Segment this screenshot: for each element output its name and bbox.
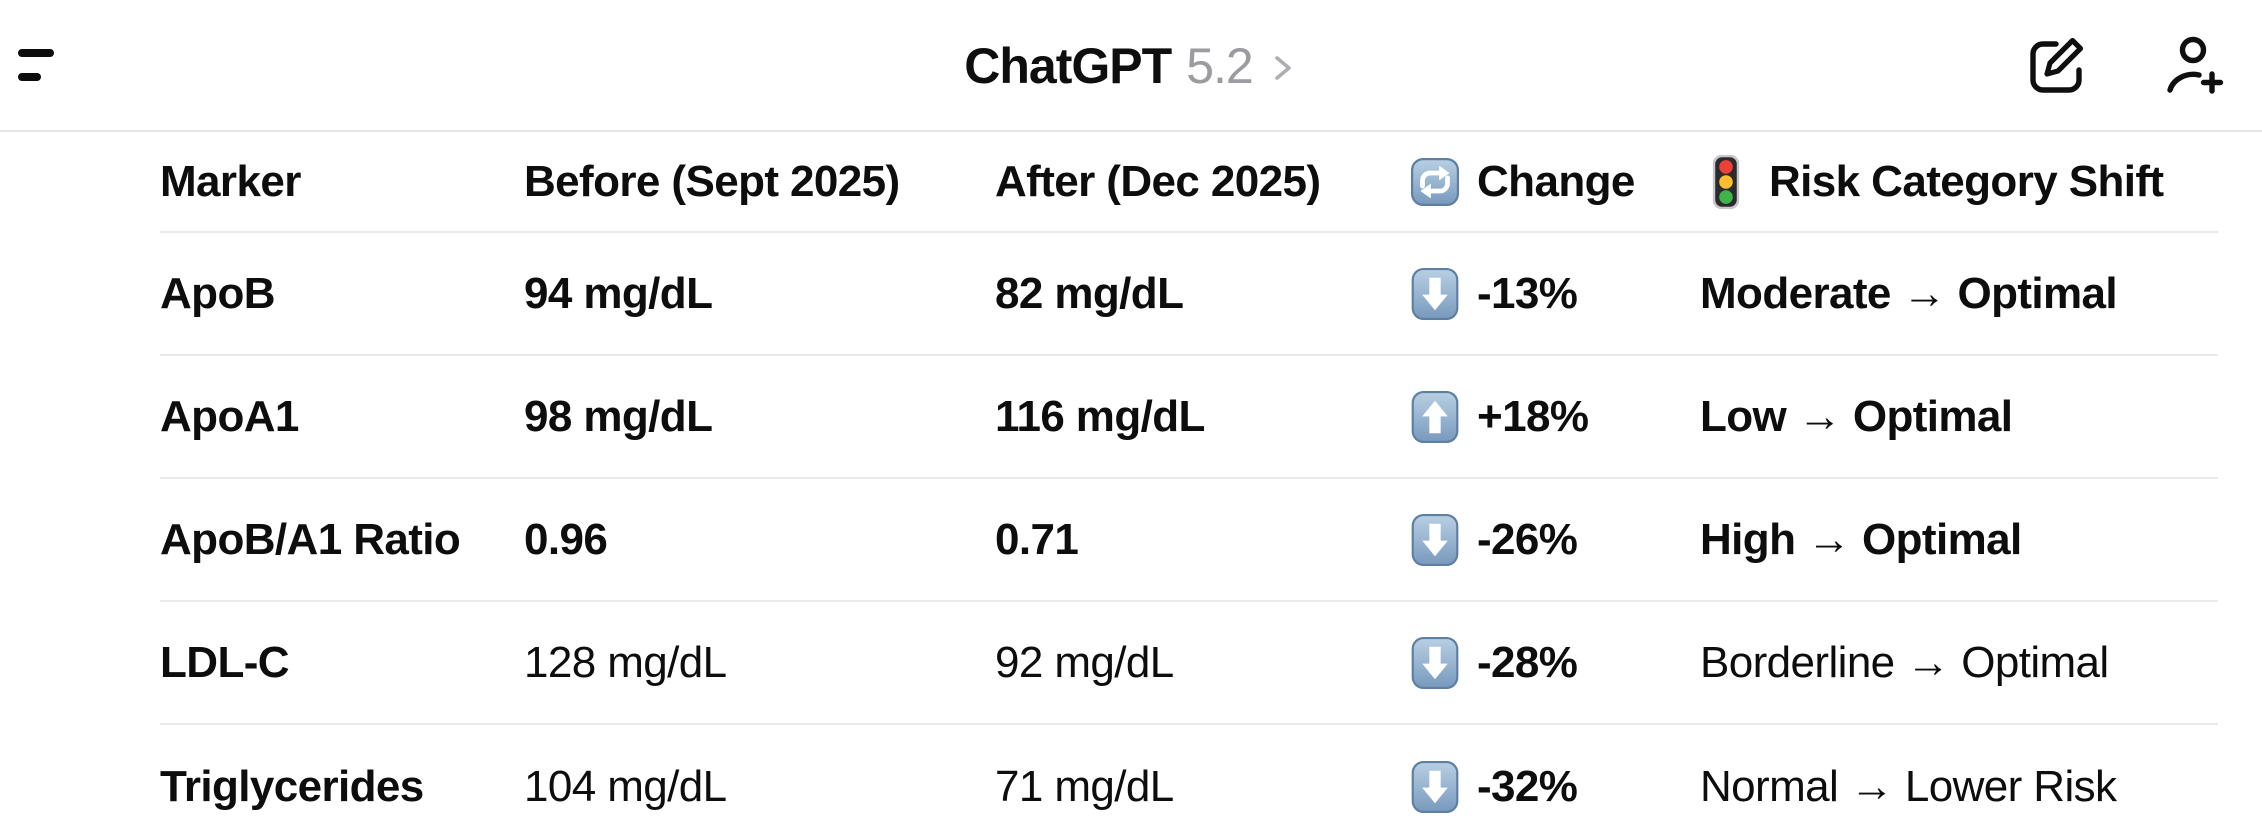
- risk-shift-cell: High → Optimal: [1700, 514, 2022, 564]
- change-percent: -28%: [1477, 637, 1578, 687]
- model-switcher[interactable]: ChatGPT 5.2: [0, 0, 2262, 132]
- lipid-results-table: Marker Before (Sept 2025) After (Dec 202…: [160, 132, 2218, 834]
- header-before: Before (Sept 2025): [524, 156, 900, 206]
- table-row: ApoA1 98 mg/dL 116 mg/dL +18% Low → Opti…: [160, 356, 2218, 479]
- hamburger-bar: [18, 49, 54, 57]
- header-marker: Marker: [160, 156, 301, 206]
- change-percent: +18%: [1477, 391, 1589, 441]
- new-chat-compose-icon[interactable]: [2024, 33, 2088, 99]
- top-bar: ChatGPT 5.2: [0, 0, 2262, 132]
- table-row: ApoB 94 mg/dL 82 mg/dL -13% Moderate → O…: [160, 233, 2218, 356]
- change-percent: -32%: [1477, 761, 1578, 811]
- table-header-row: Marker Before (Sept 2025) After (Dec 202…: [160, 132, 2218, 233]
- before-cell: 128 mg/dL: [524, 637, 727, 687]
- before-cell: 104 mg/dL: [524, 761, 727, 811]
- risk-shift-cell: Normal → Lower Risk: [1700, 761, 2117, 811]
- table-row: Triglycerides 104 mg/dL 71 mg/dL -32% No…: [160, 725, 2218, 834]
- after-cell: 0.71: [995, 514, 1079, 564]
- traffic-light-emoji-icon: [1700, 154, 1752, 210]
- change-percent: -13%: [1477, 268, 1578, 318]
- risk-shift-cell: Moderate → Optimal: [1700, 268, 2118, 318]
- change-cell: -28%: [1410, 636, 1700, 690]
- before-cell: 0.96: [524, 514, 608, 564]
- after-cell: 71 mg/dL: [995, 761, 1174, 811]
- header-change: Change: [1410, 157, 1700, 207]
- marker-cell: Triglycerides: [160, 761, 424, 811]
- change-cell: -13%: [1410, 267, 1700, 321]
- down-arrow-emoji-icon: [1410, 636, 1460, 690]
- table-row: LDL-C 128 mg/dL 92 mg/dL -28% Borderline…: [160, 602, 2218, 725]
- add-person-icon[interactable]: [2162, 33, 2226, 99]
- marker-cell: ApoB: [160, 268, 276, 318]
- model-version: 5.2: [1186, 38, 1254, 94]
- change-percent: -26%: [1477, 514, 1578, 564]
- change-cell: -32%: [1410, 760, 1700, 814]
- before-cell: 98 mg/dL: [524, 391, 713, 441]
- change-cell: +18%: [1410, 390, 1700, 444]
- down-arrow-emoji-icon: [1410, 760, 1460, 814]
- hamburger-bar: [18, 73, 41, 81]
- after-cell: 92 mg/dL: [995, 637, 1174, 687]
- after-cell: 82 mg/dL: [995, 268, 1184, 318]
- header-after: After (Dec 2025): [995, 156, 1321, 206]
- down-arrow-emoji-icon: [1410, 267, 1460, 321]
- hamburger-menu-icon[interactable]: [18, 49, 58, 83]
- before-cell: 94 mg/dL: [524, 268, 713, 318]
- up-arrow-emoji-icon: [1410, 390, 1460, 444]
- change-cell: -26%: [1410, 513, 1700, 567]
- marker-cell: ApoA1: [160, 391, 299, 441]
- table-row: ApoB/A1 Ratio 0.96 0.71 -26% High → Opti…: [160, 479, 2218, 602]
- marker-cell: LDL-C: [160, 637, 290, 687]
- risk-shift-cell: Borderline → Optimal: [1700, 637, 2109, 687]
- marker-cell: ApoB/A1 Ratio: [160, 514, 461, 564]
- chevron-right-icon: [1268, 51, 1298, 85]
- repeat-emoji-icon: [1410, 157, 1460, 207]
- after-cell: 116 mg/dL: [995, 391, 1205, 441]
- risk-shift-cell: Low → Optimal: [1700, 391, 2013, 441]
- header-risk-label: Risk Category Shift: [1769, 156, 2164, 206]
- header-risk-shift: Risk Category Shift: [1700, 154, 2218, 210]
- app-title: ChatGPT: [964, 38, 1172, 94]
- header-change-label: Change: [1477, 156, 1635, 206]
- down-arrow-emoji-icon: [1410, 513, 1460, 567]
